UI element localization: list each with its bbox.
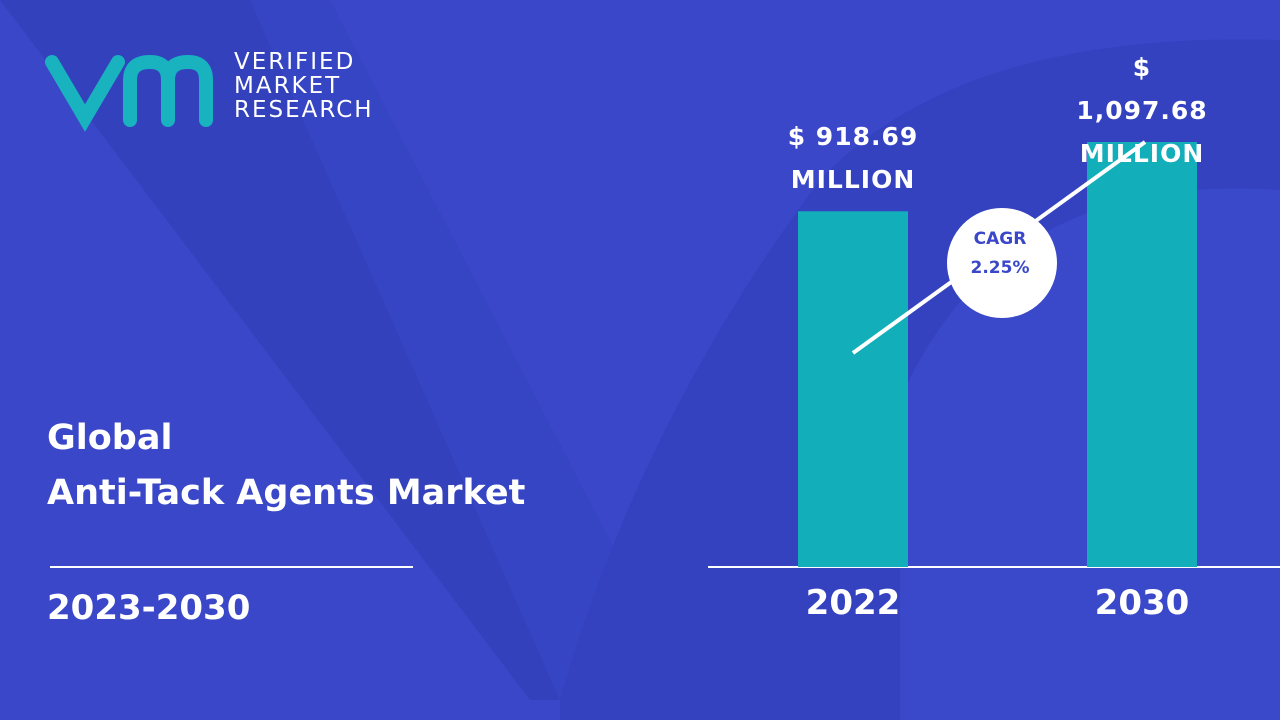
bar — [1087, 142, 1197, 567]
bar — [798, 211, 908, 567]
brand-name: VERIFIED MARKET RESEARCH — [234, 50, 374, 122]
value-label: $ 918.69 MILLION — [787, 122, 919, 195]
cagr-circle — [947, 208, 1057, 318]
brand-line: VERIFIED — [234, 49, 356, 75]
value-label: $ 1,097.68 MILLION — [1076, 53, 1208, 168]
bg-shape — [0, 0, 560, 700]
brand-line: RESEARCH — [234, 97, 374, 123]
chart-title: Global — [47, 418, 173, 458]
cagr-value: 2.25% — [971, 258, 1030, 278]
bg-shape — [250, 0, 620, 700]
logo-mark — [45, 54, 213, 132]
x-tick-label: 2030 — [1095, 583, 1190, 623]
x-tick-label: 2022 — [806, 583, 901, 623]
chart-subtitle: Anti-Tack Agents Market — [47, 473, 526, 513]
period: 2023-2030 — [47, 588, 251, 628]
brand-line: MARKET — [234, 73, 342, 99]
cagr-label: CAGR — [974, 229, 1027, 249]
